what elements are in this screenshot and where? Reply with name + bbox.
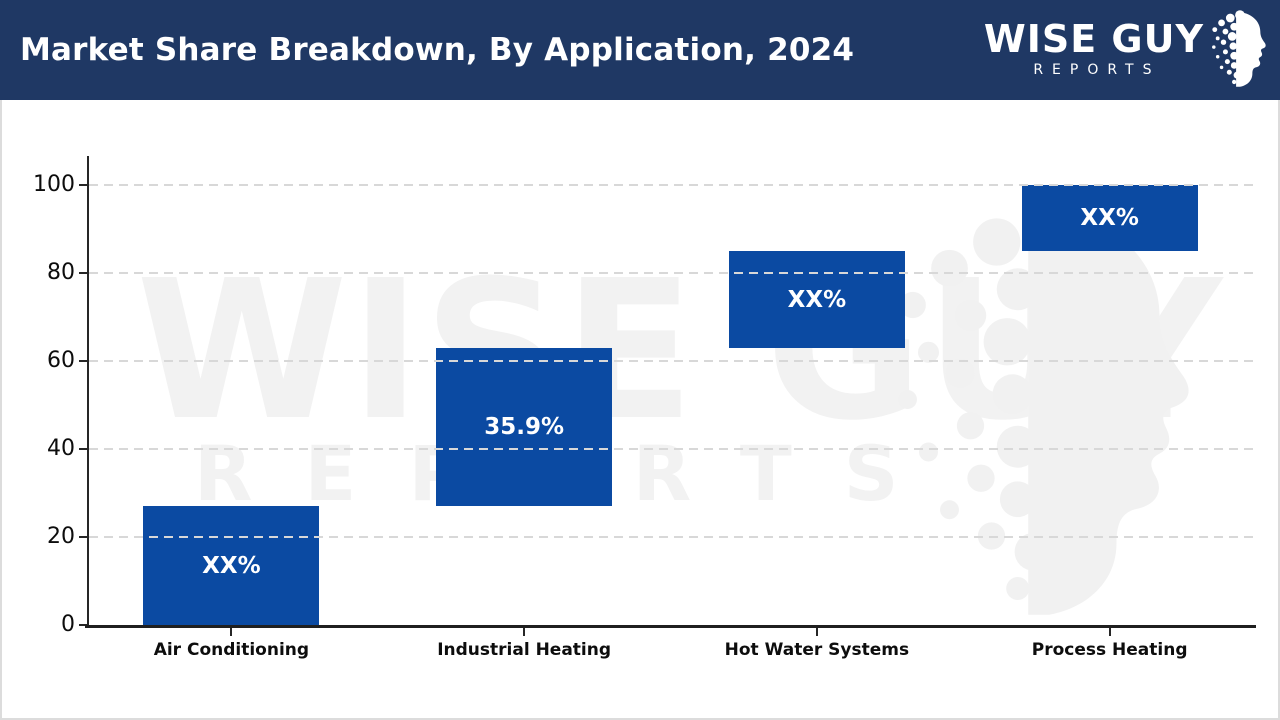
watermark-dotted-head-icon [898,200,1189,615]
bar-value-label-hot-water-systems: XX% [787,286,847,313]
logo-text: WISE GUY REPORTS [983,17,1204,78]
wise-guy-logo: WISE GUY REPORTS [984,9,1270,89]
gridline-60 [89,360,1256,362]
y-tick-40 [79,448,87,450]
dotted-head-icon [1212,10,1266,87]
y-tick-label-60: 60 [47,348,75,373]
bar-hot-water-systems [728,251,905,349]
bar-value-label-industrial-heating: 35.9% [484,414,565,441]
x-tick-industrial-heating [523,628,526,636]
x-axis [85,625,1256,628]
y-tick-label-100: 100 [33,172,75,197]
gridline-80 [89,272,1256,274]
y-tick-60 [79,360,87,362]
y-axis [87,156,89,628]
y-tick-label-40: 40 [47,436,75,461]
y-tick-0 [79,624,87,626]
y-tick-label-80: 80 [47,260,75,285]
logo-subtitle: REPORTS [1033,61,1161,78]
page-title: Market Share Breakdown, By Application, … [20,32,855,68]
y-tick-80 [79,272,87,274]
y-tick-label-20: 20 [47,524,75,549]
x-category-label-process-heating: Process Heating [1031,640,1188,660]
x-category-label-industrial-heating: Industrial Heating [437,640,612,660]
gridline-100 [89,184,1256,186]
x-tick-hot-water-systems [815,628,818,636]
bar-value-label-air-conditioning: XX% [202,552,261,579]
bar-value-label-process-heating: XX% [1080,205,1139,231]
y-tick-100 [79,184,87,186]
x-tick-air-conditioning [230,628,233,636]
x-tick-process-heating [1108,628,1111,636]
y-tick-20 [79,536,87,538]
logo-wordmark: WISE GUY [983,17,1204,62]
x-category-label-air-conditioning: Air Conditioning [153,640,310,660]
bar-air-conditioning [143,506,320,625]
y-tick-label-0: 0 [61,612,75,637]
gridline-20 [89,536,1256,538]
gridline-40 [89,448,1256,450]
bar-industrial-heating [436,348,613,507]
x-category-label-hot-water-systems: Hot Water Systems [724,640,910,660]
bar-process-heating [1021,185,1198,251]
header: Market Share Breakdown, By Application, … [0,0,1280,100]
